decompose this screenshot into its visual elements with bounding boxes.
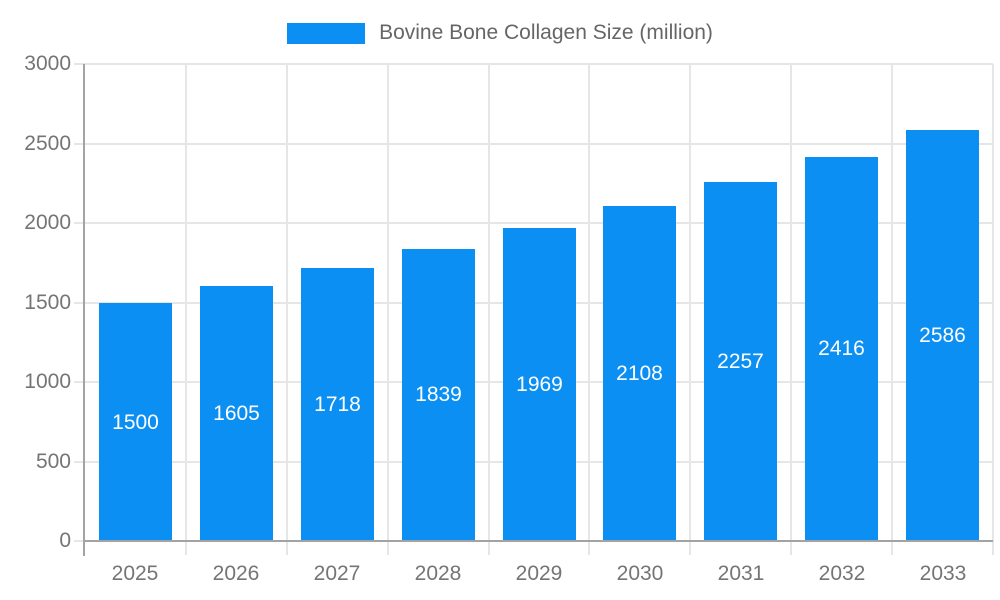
y-axis-tick-label: 2000 [24, 211, 71, 234]
gridline-vertical [386, 64, 389, 541]
x-axis-tick-label: 2030 [616, 562, 664, 585]
legend-swatch [287, 22, 366, 44]
x-axis-tick [790, 541, 793, 555]
y-axis-tick-label: 0 [59, 529, 71, 552]
bar-value-label: 2108 [616, 361, 663, 385]
y-axis-line [83, 64, 85, 556]
x-axis-tick [487, 541, 490, 555]
gridline-vertical [184, 64, 187, 541]
gridline-vertical [992, 64, 994, 541]
y-axis-tick-label: 2500 [24, 131, 71, 155]
x-axis-tick [184, 541, 187, 555]
gridline-horizontal [85, 63, 993, 65]
bar[interactable]: 2108 [603, 206, 676, 541]
y-axis-tick [74, 301, 85, 304]
bar[interactable]: 2416 [805, 157, 878, 541]
bar[interactable]: 2257 [704, 182, 777, 541]
y-axis-tick-label: 500 [35, 449, 71, 473]
y-axis-tick [74, 460, 85, 463]
bar-value-label: 2586 [919, 323, 966, 347]
bar[interactable]: 1969 [503, 228, 576, 541]
bar[interactable]: 1500 [99, 303, 172, 542]
legend-item[interactable]: Bovine Bone Collagen Size (million) [0, 20, 1000, 46]
y-axis-tick-label: 3000 [24, 52, 71, 75]
x-axis-tick-label: 2028 [414, 562, 462, 585]
x-axis-tick-label: 2025 [111, 562, 159, 585]
gridline-vertical [285, 64, 288, 541]
y-axis-tick [74, 381, 85, 383]
x-axis-tick-label: 2026 [212, 562, 260, 585]
bar-value-label: 1605 [213, 401, 260, 425]
legend-label: Bovine Bone Collagen Size (million) [379, 21, 713, 44]
gridline-vertical [588, 64, 591, 541]
x-axis-tick [992, 541, 994, 555]
bar-value-label: 1500 [112, 410, 159, 434]
x-axis-tick-label: 2033 [919, 562, 967, 585]
bar-value-label: 1718 [314, 392, 361, 416]
x-axis-tick-label: 2029 [515, 562, 563, 585]
x-axis-tick-label: 2027 [313, 562, 361, 585]
gridline-vertical [891, 64, 894, 541]
x-axis-tick [891, 541, 894, 555]
bar[interactable]: 1839 [402, 249, 475, 541]
bar-value-label: 2257 [717, 349, 764, 373]
y-axis-tick [74, 63, 85, 65]
gridline-vertical [790, 64, 793, 541]
gridline-vertical [689, 64, 692, 541]
gridline-horizontal [85, 142, 993, 145]
x-axis-tick [588, 541, 591, 555]
x-axis-tick-label: 2031 [717, 562, 765, 585]
gridline-horizontal [85, 222, 993, 224]
y-axis-tick [74, 142, 85, 145]
x-axis-tick-label: 2032 [818, 562, 866, 585]
x-axis-tick [285, 541, 288, 555]
x-axis-line [83, 540, 993, 542]
y-axis-tick [74, 540, 85, 542]
bar[interactable]: 2586 [906, 130, 979, 541]
y-axis-tick-label: 1500 [24, 290, 71, 314]
x-axis-tick [386, 541, 389, 555]
bar-value-label: 1969 [516, 372, 563, 396]
y-axis-tick [74, 222, 85, 224]
bar[interactable]: 1718 [301, 268, 374, 541]
bar-value-label: 2416 [818, 337, 865, 360]
x-axis-tick [689, 541, 692, 555]
gridline-vertical [487, 64, 490, 541]
bar[interactable]: 1605 [200, 286, 273, 541]
y-axis-tick-label: 1000 [24, 370, 71, 393]
bar-value-label: 1839 [415, 383, 462, 406]
